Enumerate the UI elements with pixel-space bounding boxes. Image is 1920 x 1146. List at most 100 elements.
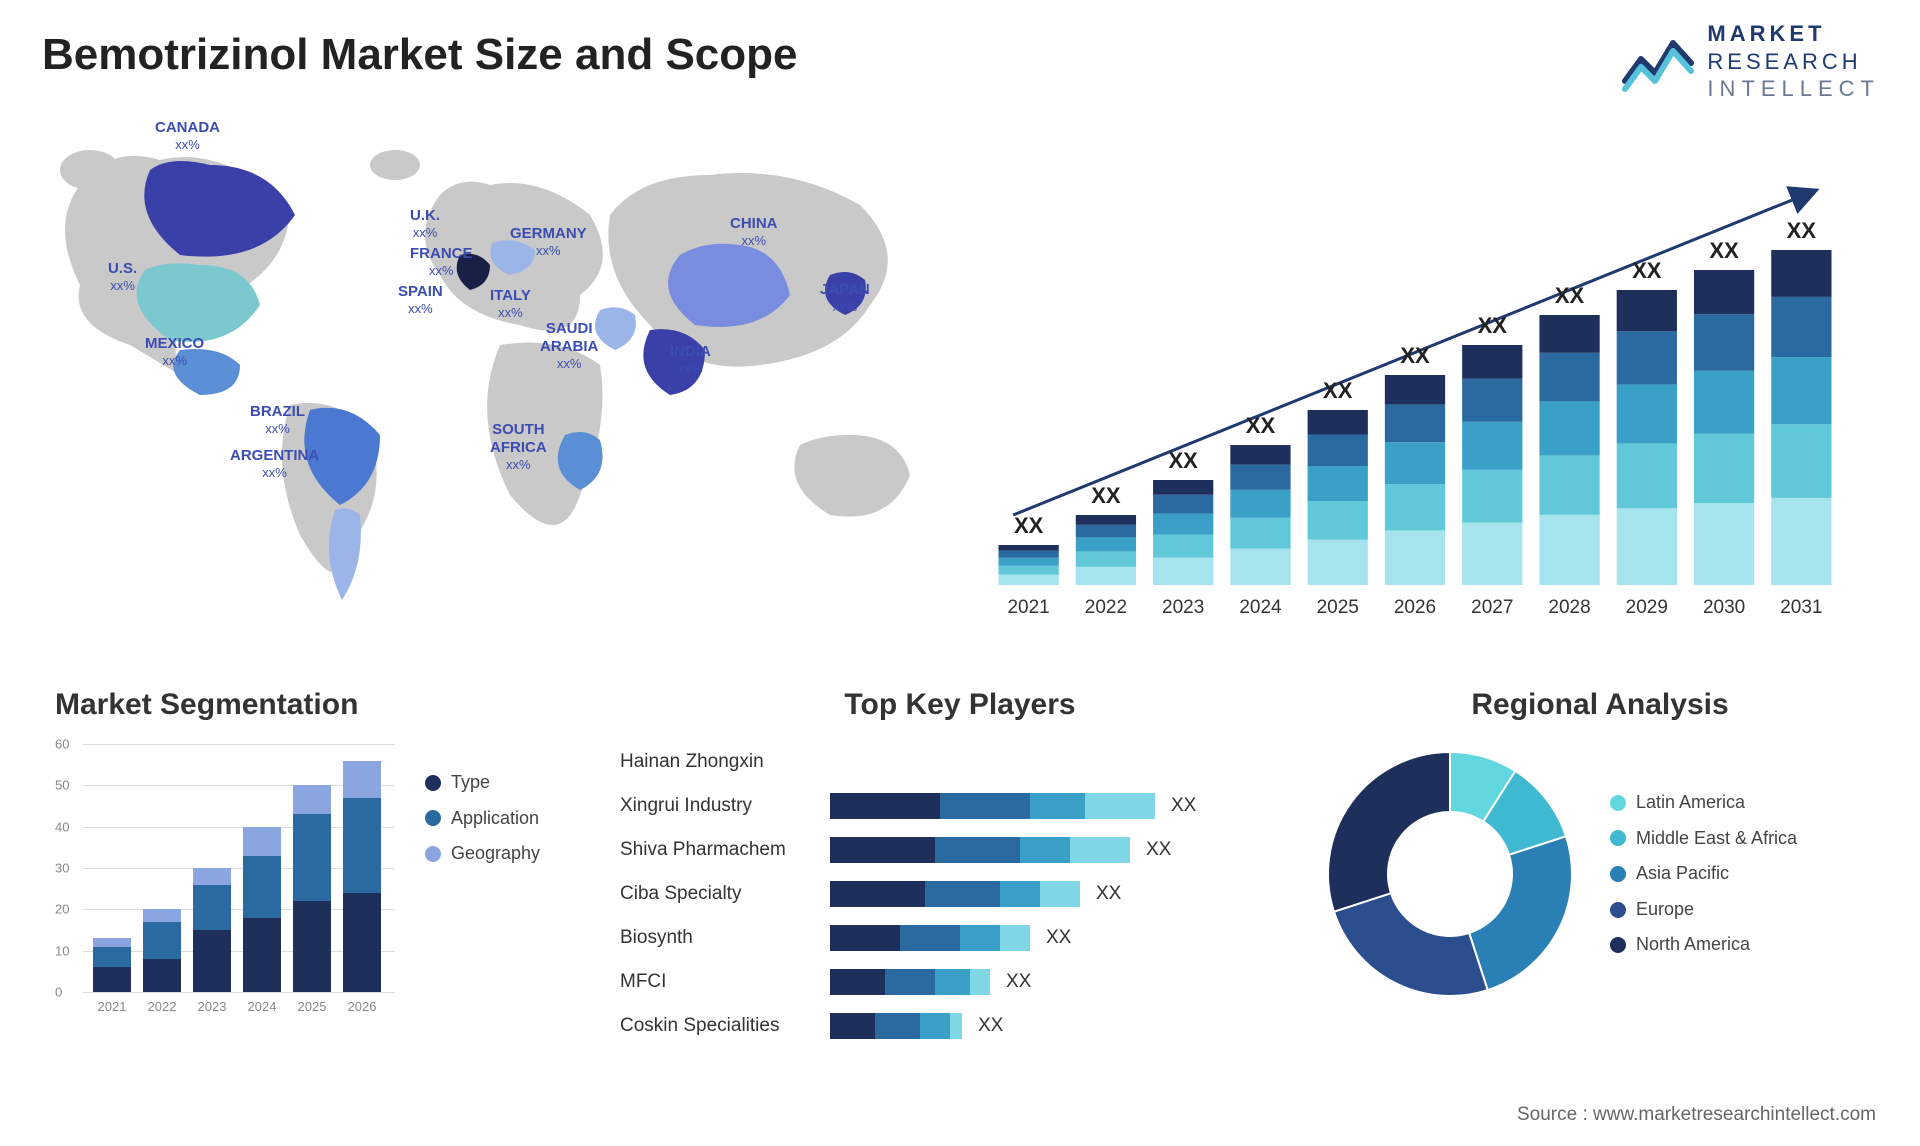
map-country-label: U.S.xx%	[108, 260, 137, 294]
seg-y-tick: 40	[55, 819, 69, 834]
player-name: MFCI	[620, 971, 830, 993]
svg-text:XX: XX	[1632, 258, 1662, 283]
seg-x-tick: 2022	[143, 999, 181, 1014]
player-row: Hainan Zhongxin	[620, 744, 1300, 780]
map-country-label: U.K.xx%	[410, 207, 440, 241]
svg-text:XX: XX	[1169, 448, 1199, 473]
map-country-label: ITALYxx%	[490, 287, 531, 321]
regional-donut-chart	[1320, 744, 1580, 1004]
regional-legend-item: Latin America	[1610, 792, 1797, 814]
seg-bar	[293, 785, 331, 992]
logo-icon	[1621, 29, 1695, 93]
regional-legend: Latin America Middle East & Africa Asia Pa…	[1610, 778, 1797, 970]
segmentation-title: Market Segmentation	[55, 688, 595, 722]
growth-bar-chart: XX2021XX2022XX2023XX2024XX2025XX2026XX20…	[980, 130, 1850, 640]
logo-line-2: RESEARCH	[1707, 48, 1880, 76]
svg-text:2021: 2021	[1007, 597, 1049, 618]
brand-logo: MARKET RESEARCH INTELLECT	[1621, 20, 1880, 103]
player-row: Xingrui Industry XX	[620, 788, 1300, 824]
svg-text:XX: XX	[1478, 313, 1508, 338]
player-value: XX	[1146, 839, 1171, 861]
seg-y-tick: 20	[55, 902, 69, 917]
seg-y-tick: 50	[55, 778, 69, 793]
svg-text:XX: XX	[1709, 238, 1739, 263]
seg-x-tick: 2025	[293, 999, 331, 1014]
world-map-silhouette	[40, 115, 940, 635]
svg-text:XX: XX	[1323, 378, 1353, 403]
regional-legend-item: Europe	[1610, 899, 1797, 921]
seg-legend-item: Application	[425, 808, 540, 830]
map-country-label: FRANCExx%	[410, 245, 473, 279]
seg-x-tick: 2024	[243, 999, 281, 1014]
seg-legend-item: Type	[425, 772, 540, 794]
seg-y-tick: 10	[55, 943, 69, 958]
player-bar	[830, 793, 1155, 819]
player-value: XX	[1006, 971, 1031, 993]
player-name: Biosynth	[620, 927, 830, 949]
svg-text:XX: XX	[1246, 413, 1276, 438]
seg-legend-item: Geography	[425, 843, 540, 865]
key-players-panel: Top Key Players Hainan ZhongxinXingrui I…	[620, 688, 1300, 1052]
player-bar	[830, 969, 990, 995]
svg-text:2030: 2030	[1703, 597, 1745, 618]
map-country-label: BRAZILxx%	[250, 403, 305, 437]
player-name: Coskin Specialities	[620, 1015, 830, 1037]
player-bar	[830, 1013, 962, 1039]
source-attribution: Source : www.marketresearchintellect.com	[1517, 1104, 1876, 1126]
seg-x-tick: 2021	[93, 999, 131, 1014]
player-value: XX	[1046, 927, 1071, 949]
svg-text:2031: 2031	[1780, 597, 1822, 618]
segmentation-legend: Type Application Geography	[425, 758, 540, 879]
map-country-label: ARGENTINAxx%	[230, 447, 319, 481]
regional-panel: Regional Analysis Latin America Middle Ea…	[1320, 688, 1880, 1004]
seg-y-tick: 0	[55, 985, 62, 1000]
segmentation-panel: Market Segmentation 0 10 20 30 40 50 60 2021 202…	[55, 688, 595, 1014]
world-map-panel: CANADAxx% U.S.xx% MEXICOxx% BRAZILxx% ARGENT…	[40, 115, 940, 635]
map-country-label: JAPANxx%	[820, 281, 870, 315]
page-title: Bemotrizinol Market Size and Scope	[42, 30, 798, 80]
seg-y-tick: 60	[55, 737, 69, 752]
regional-legend-item: North America	[1610, 934, 1797, 956]
svg-text:XX: XX	[1787, 218, 1817, 243]
player-name: Hainan Zhongxin	[620, 751, 830, 773]
map-country-label: INDIAxx%	[670, 343, 711, 377]
regional-legend-item: Middle East & Africa	[1610, 828, 1797, 850]
player-bar	[830, 925, 1030, 951]
svg-text:XX: XX	[1014, 513, 1044, 538]
map-country-label: MEXICOxx%	[145, 335, 204, 369]
player-name: Shiva Pharmachem	[620, 839, 830, 861]
player-bar	[830, 837, 1130, 863]
svg-text:XX: XX	[1555, 283, 1585, 308]
map-country-label: CANADAxx%	[155, 119, 220, 153]
svg-text:2028: 2028	[1548, 597, 1590, 618]
svg-text:XX: XX	[1400, 343, 1430, 368]
player-row: Shiva Pharmachem XX	[620, 832, 1300, 868]
svg-text:2027: 2027	[1471, 597, 1513, 618]
seg-y-tick: 30	[55, 861, 69, 876]
player-name: Xingrui Industry	[620, 795, 830, 817]
player-bar	[830, 881, 1080, 907]
regional-legend-item: Asia Pacific	[1610, 863, 1797, 885]
logo-line-3: INTELLECT	[1707, 75, 1880, 103]
player-value: XX	[978, 1015, 1003, 1037]
map-country-label: GERMANYxx%	[510, 225, 587, 259]
svg-text:2022: 2022	[1085, 597, 1127, 618]
svg-text:2029: 2029	[1626, 597, 1668, 618]
segmentation-chart: 0102030405060202120222023202420252026	[55, 744, 395, 1014]
player-value: XX	[1171, 795, 1196, 817]
svg-text:2024: 2024	[1239, 597, 1282, 618]
player-row: Coskin Specialities XX	[620, 1008, 1300, 1044]
regional-title: Regional Analysis	[1320, 688, 1880, 722]
key-players-list: Hainan ZhongxinXingrui IndustryXXShiva P…	[620, 744, 1300, 1044]
player-value: XX	[1096, 883, 1121, 905]
seg-bar	[143, 909, 181, 992]
seg-bar	[193, 868, 231, 992]
svg-text:2026: 2026	[1394, 597, 1436, 618]
player-row: MFCI XX	[620, 964, 1300, 1000]
player-name: Ciba Specialty	[620, 883, 830, 905]
map-country-label: CHINAxx%	[730, 215, 778, 249]
player-row: Ciba Specialty XX	[620, 876, 1300, 912]
player-row: Biosynth XX	[620, 920, 1300, 956]
seg-bar	[243, 827, 281, 992]
map-country-label: SAUDIARABIAxx%	[540, 320, 598, 372]
